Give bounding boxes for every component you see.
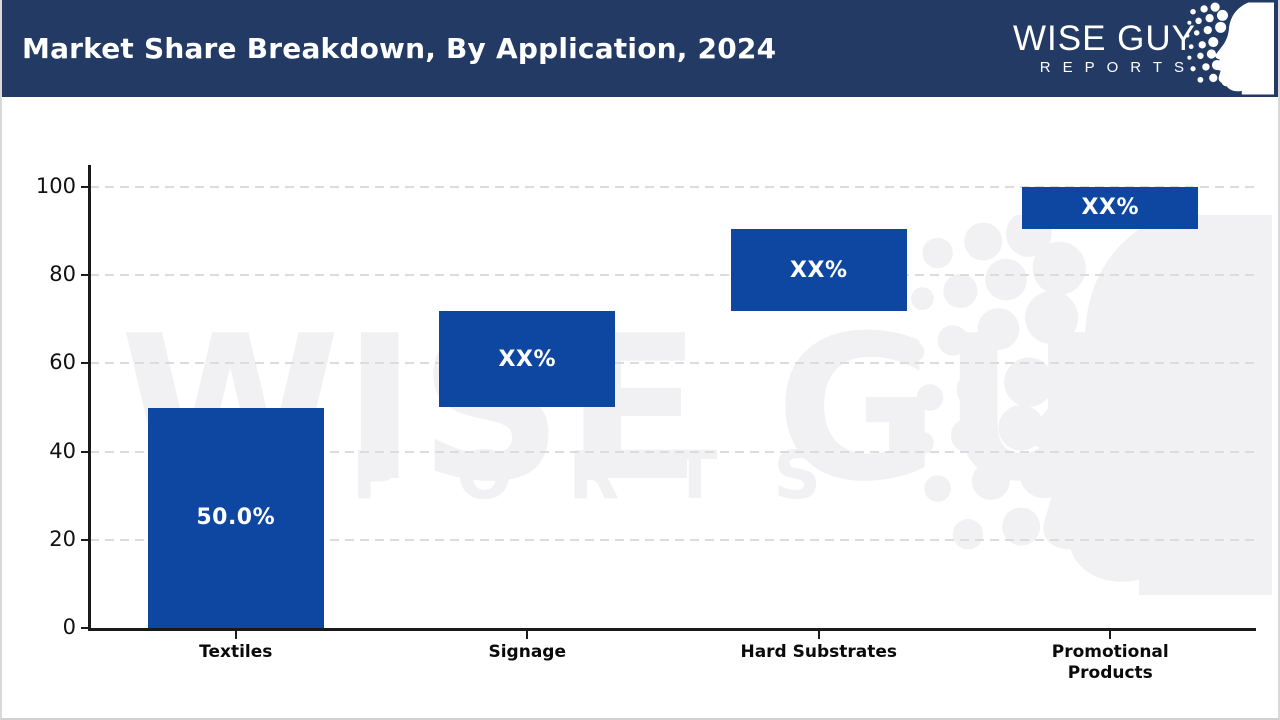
bar-value-label: 50.0% xyxy=(196,505,276,531)
x-category-label: Promotional Products xyxy=(1051,642,1169,684)
waterfall-chart: WISE GU PORTS 0 20 40 60 80 100 50.0% Textiles X… xyxy=(2,97,1278,718)
wise-guy-logo: WISE GUY REPORTS xyxy=(1013,1,1274,96)
y-tick-mark xyxy=(81,450,90,453)
y-tick-label: 40 xyxy=(49,438,76,463)
y-tick-label: 0 xyxy=(62,615,76,639)
page-title: Market Share Breakdown, By Application, … xyxy=(22,32,777,65)
gridline-40 xyxy=(90,450,1256,453)
x-category-label: Signage xyxy=(488,642,566,662)
bar-signage: XX% xyxy=(439,311,616,408)
bar-textiles: 50.0% xyxy=(147,407,324,628)
x-tick-mark xyxy=(234,630,237,639)
y-axis-line xyxy=(88,165,91,630)
bar-value-label: XX% xyxy=(498,346,556,372)
x-tick-mark xyxy=(1109,630,1112,639)
x-axis-line xyxy=(88,628,1256,631)
y-tick-label: 80 xyxy=(49,262,76,287)
logo-subtitle: REPORTS xyxy=(1039,59,1196,76)
x-category-label: Hard Substrates xyxy=(740,642,898,662)
bar-promotional-products: XX% xyxy=(1022,187,1199,229)
gridline-60 xyxy=(90,362,1256,365)
bar-hard-substrates: XX% xyxy=(730,228,907,312)
gridline-100 xyxy=(90,186,1256,188)
y-tick-label: 20 xyxy=(49,526,76,551)
x-category-label: Textiles xyxy=(199,642,273,662)
y-tick-mark xyxy=(81,627,90,629)
watermark-text-2: PORTS xyxy=(352,437,877,514)
gridline-20 xyxy=(90,538,1256,541)
watermark-head-icon xyxy=(905,215,1272,595)
y-tick-label: 100 xyxy=(35,174,76,198)
y-tick-mark xyxy=(81,186,90,188)
y-tick-mark xyxy=(81,538,90,541)
logo-head-icon xyxy=(1185,2,1274,95)
y-tick-mark xyxy=(81,274,90,277)
header: Market Share Breakdown, By Application, … xyxy=(2,0,1278,97)
bar-value-label: XX% xyxy=(1081,195,1139,221)
y-tick-label: 60 xyxy=(49,350,76,375)
gridline-80 xyxy=(90,274,1256,277)
x-tick-mark xyxy=(817,630,820,639)
bar-value-label: XX% xyxy=(790,257,848,283)
logo-wordmark: WISE GUY xyxy=(1012,19,1196,58)
y-tick-mark xyxy=(81,362,90,365)
x-tick-mark xyxy=(526,630,529,639)
